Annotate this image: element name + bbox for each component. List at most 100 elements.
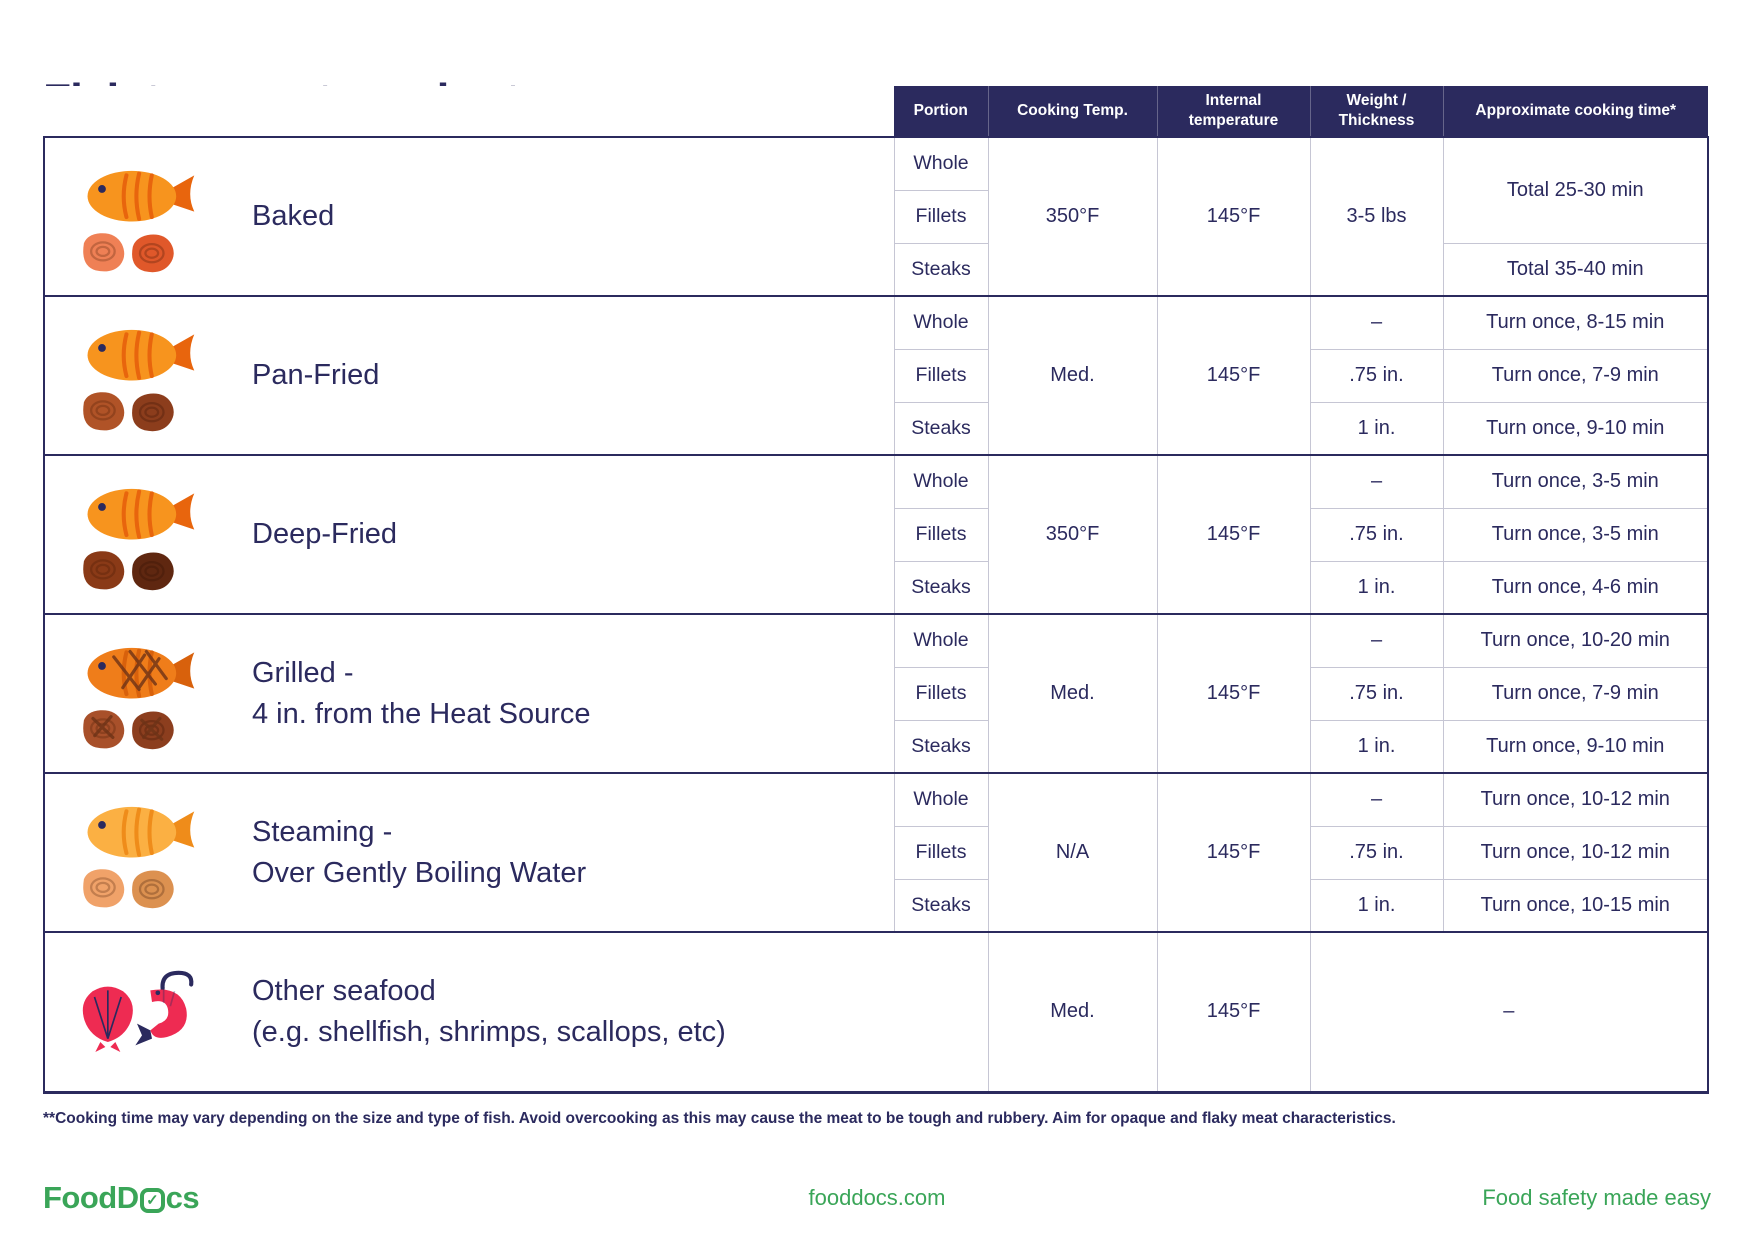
time-cell: Turn once, 8-15 min xyxy=(1442,295,1709,350)
table-row: Pan-Fried Whole Med. 145°F – Turn once, … xyxy=(43,295,1709,456)
weight-cell: – xyxy=(1309,772,1444,827)
weight-cell: – xyxy=(1309,454,1444,509)
cooking-temp-cell: Med. xyxy=(987,613,1158,774)
deep-fried-fish-icon xyxy=(77,478,202,592)
header-corner-spacer xyxy=(44,86,894,137)
table-row: Fillets xyxy=(44,189,1708,244)
portion-cell: Whole xyxy=(893,772,989,827)
footer-url: fooddocs.com xyxy=(808,1185,946,1210)
weight-cell: 1 in. xyxy=(1309,560,1444,615)
method-label: Baked xyxy=(252,200,335,233)
cooking-temp-cell: Med. xyxy=(987,931,1158,1094)
table-row: Steaks 1 in. Turn once, 9-10 min xyxy=(44,401,1709,456)
portion-cell: Fillets xyxy=(893,507,989,562)
time-cell: Turn once, 4-6 min xyxy=(1442,560,1709,615)
internal-temp-cell: 145°F xyxy=(1156,454,1311,615)
weight-cell: .75 in. xyxy=(1309,507,1444,562)
method-cell-other-seafood: Other seafood (e.g. shellfish, shrimps, … xyxy=(43,931,989,1094)
cooking-temp-cell: 350°F xyxy=(987,454,1158,615)
fish-temperature-table: Portion Cooking Temp. Internal temperatu… xyxy=(43,86,1709,1094)
internal-temp-cell: 145°F xyxy=(1156,772,1311,933)
seafood-shell-shrimp-icon xyxy=(77,964,202,1060)
weight-cell: – xyxy=(1309,295,1444,350)
table-row: Fillets .75 in. Turn once, 3-5 min xyxy=(44,507,1709,562)
time-cell: Turn once, 3-5 min xyxy=(1442,507,1709,562)
weight-cell: .75 in. xyxy=(1309,825,1444,880)
time-cell: Turn once, 10-15 min xyxy=(1442,878,1709,933)
table-row: Baked Whole 350°F 145°F 3-5 lbs Total 25… xyxy=(43,136,1709,297)
method-cell-baked: Baked xyxy=(43,136,895,297)
weight-cell: 3-5 lbs xyxy=(1309,136,1444,297)
table-row: Steaks 1 in. Turn once, 10-15 min xyxy=(44,878,1709,933)
grilled-fish-icon xyxy=(77,637,202,751)
fooddocs-logo: FoodD ✓ cs xyxy=(43,1180,200,1215)
method-label: Other seafood (e.g. shellfish, shrimps, … xyxy=(252,975,726,1048)
portion-cell: Steaks xyxy=(893,401,989,456)
weight-time-cell: – xyxy=(1309,931,1709,1094)
weight-cell: 1 in. xyxy=(1309,719,1444,774)
table-row: Fillets .75 in. Turn once, 7-9 min xyxy=(44,666,1709,721)
pan-fried-fish-icon xyxy=(77,319,202,433)
baked-fish-icon xyxy=(77,160,202,274)
weight-cell: 1 in. xyxy=(1309,401,1444,456)
portion-cell: Whole xyxy=(893,454,989,509)
portion-cell: Steaks xyxy=(893,719,989,774)
portion-cell: Steaks xyxy=(893,560,989,615)
header-cooking-temp: Cooking Temp. xyxy=(987,86,1157,137)
time-cell: Turn once, 10-12 min xyxy=(1442,825,1709,880)
portion-cell: Steaks xyxy=(893,242,989,297)
cooking-temp-cell: 350°F xyxy=(987,136,1158,297)
internal-temp-cell: 145°F xyxy=(1156,931,1311,1094)
method-cell-deep-fried: Deep-Fried xyxy=(43,454,895,615)
time-cell: Total 25-30 min xyxy=(1442,136,1709,244)
portion-cell: Fillets xyxy=(893,348,989,403)
method-label: Steaming - Over Gently Boiling Water xyxy=(252,815,587,889)
internal-temp-cell: 145°F xyxy=(1156,613,1311,774)
method-cell-steaming: Steaming - Over Gently Boiling Water xyxy=(43,772,895,933)
header-row: Portion Cooking Temp. Internal temperatu… xyxy=(44,86,1708,137)
method-cell-pan-fried: Pan-Fried xyxy=(43,295,895,456)
check-icon: ✓ xyxy=(139,1187,165,1213)
portion-cell: Whole xyxy=(893,136,989,191)
internal-temp-cell: 145°F xyxy=(1156,136,1311,297)
method-label: Deep-Fried xyxy=(252,518,398,551)
table-row: Other seafood (e.g. shellfish, shrimps, … xyxy=(43,931,1709,1094)
table-row: Grilled - 4 in. from the Heat Source Who… xyxy=(43,613,1709,774)
method-label: Grilled - 4 in. from the Heat Source xyxy=(252,656,591,730)
header-internal-temp: Internal temperature xyxy=(1156,86,1310,137)
footer-tagline: Food safety made easy xyxy=(1482,1185,1711,1210)
weight-cell: 1 in. xyxy=(1309,878,1444,933)
internal-temp-cell: 145°F xyxy=(1156,295,1311,456)
time-cell: Turn once, 7-9 min xyxy=(1442,666,1709,721)
table-row: Steaks Total 35-40 min xyxy=(44,242,1709,297)
time-cell: Turn once, 3-5 min xyxy=(1442,454,1709,509)
table-row: Deep-Fried Whole 350°F 145°F – Turn once… xyxy=(43,454,1709,615)
time-cell: Turn once, 7-9 min xyxy=(1442,348,1709,403)
steaming-fish-icon xyxy=(77,796,202,910)
portion-cell: Steaks xyxy=(893,878,989,933)
header-cooking-time: Approximate cooking time* xyxy=(1442,86,1708,137)
time-cell: Turn once, 9-10 min xyxy=(1442,401,1709,456)
table-row: Steaks 1 in. Turn once, 4-6 min xyxy=(44,560,1709,615)
weight-cell: .75 in. xyxy=(1309,348,1444,403)
weight-cell: .75 in. xyxy=(1309,666,1444,721)
time-cell: Turn once, 9-10 min xyxy=(1442,719,1709,774)
portion-cell: Fillets xyxy=(893,825,989,880)
method-label: Pan-Fried xyxy=(252,359,380,392)
weight-cell: – xyxy=(1309,613,1444,668)
portion-cell: Fillets xyxy=(893,189,989,244)
portion-cell: Whole xyxy=(893,295,989,350)
time-cell: Turn once, 10-20 min xyxy=(1442,613,1709,668)
cooking-temp-cell: N/A xyxy=(987,772,1158,933)
footer-bar: FoodD ✓ cs fooddocs.com Food safety made e… xyxy=(43,1176,1711,1220)
table-row: Steaming - Over Gently Boiling Water Who… xyxy=(43,772,1709,933)
portion-cell: Whole xyxy=(893,613,989,668)
cooking-time-footnote: **Cooking time may vary depending on the… xyxy=(43,1110,1396,1127)
cooking-temp-cell: Med. xyxy=(987,295,1158,456)
method-cell-grilled: Grilled - 4 in. from the Heat Source xyxy=(43,613,895,774)
time-cell: Total 35-40 min xyxy=(1442,242,1709,297)
header-portion: Portion xyxy=(894,86,988,137)
header-weight-thickness: Weight / Thickness xyxy=(1309,86,1443,137)
time-cell: Turn once, 10-12 min xyxy=(1442,772,1709,827)
portion-cell: Fillets xyxy=(893,666,989,721)
